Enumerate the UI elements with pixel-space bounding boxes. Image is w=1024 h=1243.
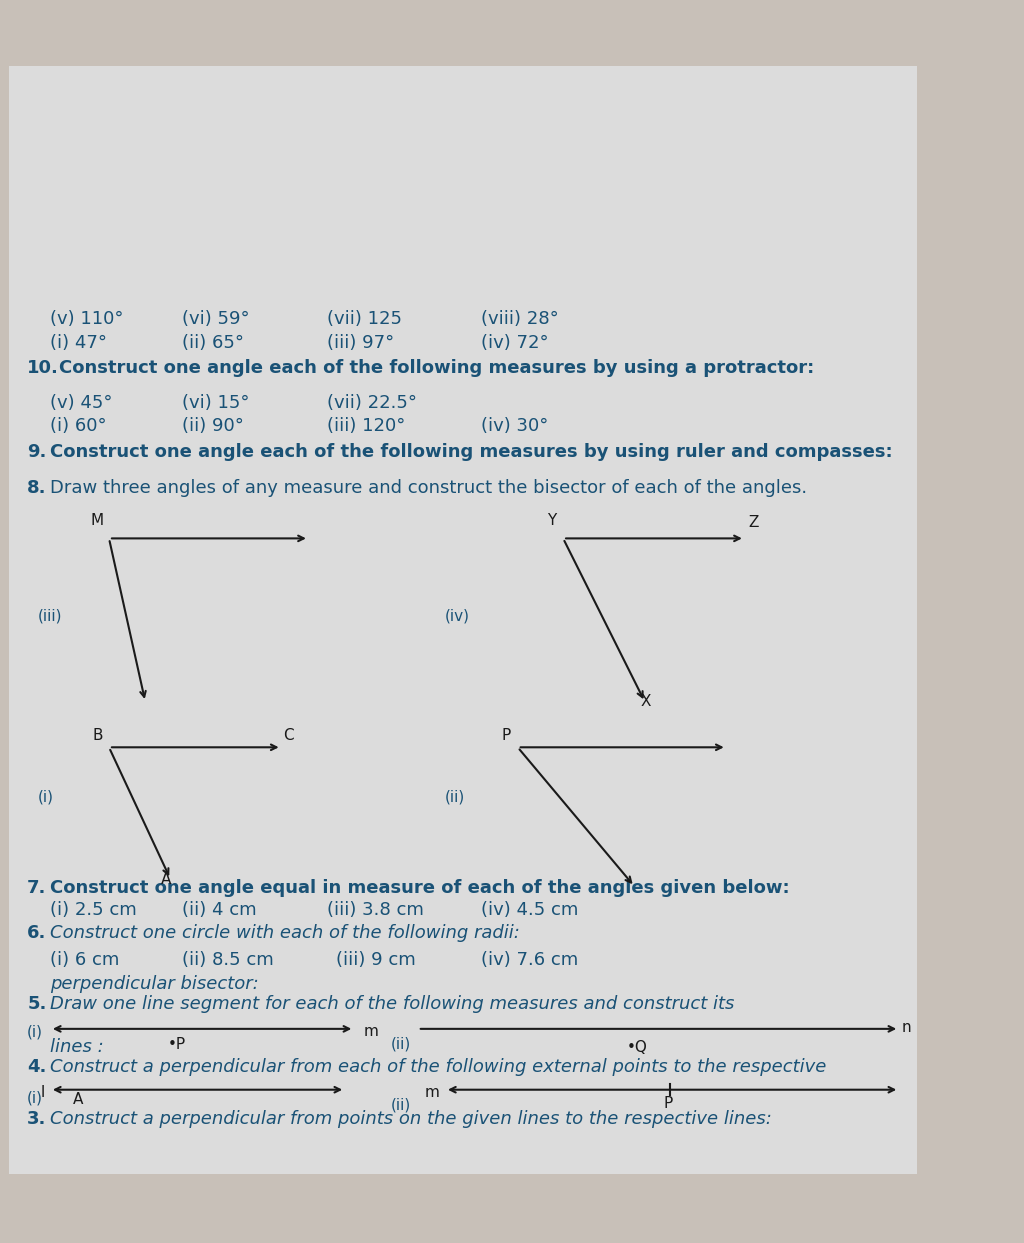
Text: (i) 47°: (i) 47° — [50, 333, 106, 352]
Text: 10.: 10. — [28, 359, 59, 377]
Text: A: A — [73, 1093, 83, 1108]
Text: B: B — [92, 728, 103, 743]
Text: 9.: 9. — [28, 443, 47, 461]
Text: Construct a perpendicular from each of the following external points to the resp: Construct a perpendicular from each of t… — [50, 1059, 826, 1076]
Text: (i): (i) — [38, 789, 54, 804]
Text: X: X — [640, 695, 651, 710]
FancyBboxPatch shape — [9, 66, 918, 1175]
Text: (iv) 4.5 cm: (iv) 4.5 cm — [481, 901, 579, 920]
Text: (viii) 28°: (viii) 28° — [481, 310, 559, 328]
Text: (ii) 4 cm: (ii) 4 cm — [181, 901, 256, 920]
Text: •Q: •Q — [627, 1040, 647, 1055]
Text: (i) 6 cm: (i) 6 cm — [50, 951, 120, 970]
Text: A: A — [162, 871, 172, 886]
Text: 8.: 8. — [28, 479, 47, 497]
Text: 6.: 6. — [28, 924, 47, 942]
Text: M: M — [91, 513, 104, 528]
Text: (iii) 3.8 cm: (iii) 3.8 cm — [327, 901, 424, 920]
Text: (iv) 7.6 cm: (iv) 7.6 cm — [481, 951, 579, 970]
Text: m: m — [364, 1024, 378, 1039]
Text: (iv): (iv) — [445, 608, 470, 623]
Text: (vii) 125: (vii) 125 — [327, 310, 402, 328]
Text: m: m — [425, 1085, 440, 1100]
Text: (iv) 72°: (iv) 72° — [481, 333, 549, 352]
Text: (i) 2.5 cm: (i) 2.5 cm — [50, 901, 137, 920]
Text: Y: Y — [547, 513, 556, 528]
Text: Draw three angles of any measure and construct the bisector of each of the angle: Draw three angles of any measure and con… — [50, 479, 807, 497]
Text: (ii) 8.5 cm: (ii) 8.5 cm — [181, 951, 273, 970]
Text: (vii) 22.5°: (vii) 22.5° — [327, 394, 417, 411]
Text: 7.: 7. — [28, 879, 47, 896]
Text: Construct one angle each of the following measures by using ruler and compasses:: Construct one angle each of the followin… — [50, 443, 893, 461]
Text: (v) 110°: (v) 110° — [50, 310, 124, 328]
Text: Construct one angle each of the following measures by using a protractor:: Construct one angle each of the followin… — [59, 359, 814, 377]
Text: (i): (i) — [28, 1090, 43, 1105]
Text: 4.: 4. — [28, 1059, 47, 1076]
Text: (iii) 97°: (iii) 97° — [327, 333, 394, 352]
Text: Construct one angle equal in measure of each of the angles given below:: Construct one angle equal in measure of … — [50, 879, 790, 896]
Text: (vi) 15°: (vi) 15° — [181, 394, 249, 411]
Text: C: C — [284, 728, 294, 743]
Text: (iv) 30°: (iv) 30° — [481, 418, 549, 435]
Text: 3.: 3. — [28, 1110, 47, 1129]
Text: (i): (i) — [28, 1024, 43, 1039]
Text: (ii): (ii) — [390, 1098, 411, 1112]
Text: (ii): (ii) — [390, 1037, 411, 1052]
Text: (iii) 120°: (iii) 120° — [327, 418, 406, 435]
Text: (i) 60°: (i) 60° — [50, 418, 106, 435]
Text: l: l — [41, 1085, 45, 1100]
Text: (v) 45°: (v) 45° — [50, 394, 113, 411]
Text: Construct one circle with each of the following radii:: Construct one circle with each of the fo… — [50, 924, 520, 942]
Text: P: P — [502, 728, 511, 743]
Text: •P: •P — [168, 1037, 186, 1052]
Text: Construct a perpendicular from points on the given lines to the respective lines: Construct a perpendicular from points on… — [50, 1110, 772, 1129]
Text: perpendicular bisector:: perpendicular bisector: — [50, 975, 259, 993]
Text: n: n — [902, 1021, 911, 1035]
Text: (ii): (ii) — [445, 789, 465, 804]
Text: (iii) 9 cm: (iii) 9 cm — [336, 951, 416, 970]
Text: P: P — [663, 1096, 673, 1111]
Text: Z: Z — [749, 516, 759, 531]
Text: lines :: lines : — [50, 1038, 103, 1057]
Text: 5.: 5. — [28, 994, 47, 1013]
Text: (ii) 65°: (ii) 65° — [181, 333, 244, 352]
Text: (ii) 90°: (ii) 90° — [181, 418, 244, 435]
Text: Draw one line segment for each of the following measures and construct its: Draw one line segment for each of the fo… — [50, 994, 734, 1013]
Text: (vi) 59°: (vi) 59° — [181, 310, 249, 328]
Text: (iii): (iii) — [38, 608, 62, 623]
